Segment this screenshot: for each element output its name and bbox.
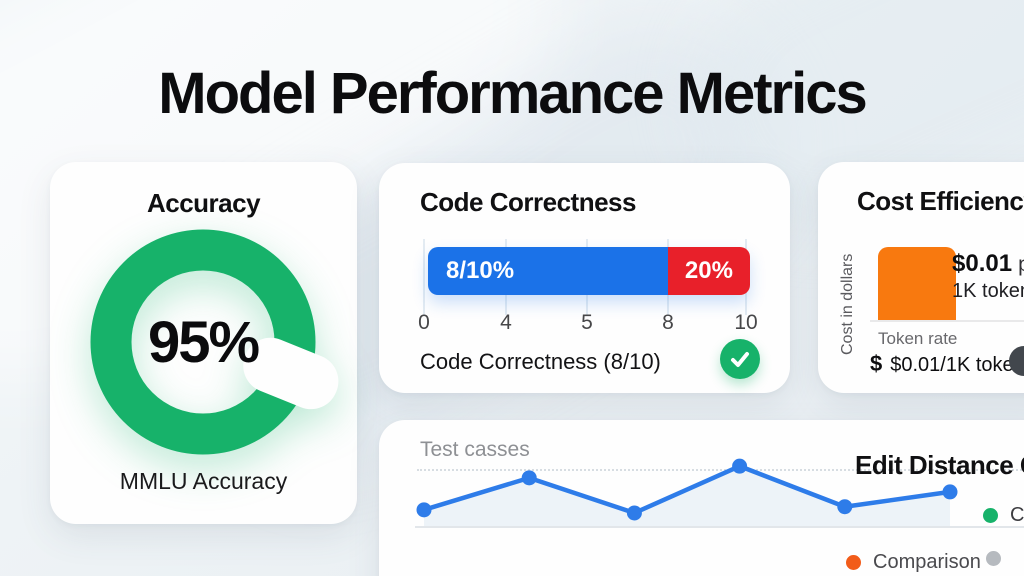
- token-rate-label: Token rate: [878, 329, 958, 348]
- cost-rate-line: $0.01 per: [952, 250, 1024, 278]
- line-data-point: [942, 484, 958, 500]
- x-tick: 5: [581, 311, 593, 334]
- cost-rate-unit: 1K token: [952, 280, 1024, 302]
- x-tick: 4: [500, 311, 512, 334]
- legend-item: Comparison: [846, 551, 981, 574]
- legend-dot-gray: [986, 551, 1001, 566]
- dotted-gridline: [417, 469, 1024, 471]
- line-chart-svg: [415, 458, 1024, 528]
- edit-distance-title: Edit Distance Co: [855, 450, 1024, 480]
- bar-segment-label: 20%: [684, 257, 733, 284]
- cost-card-title: Cost Efficiency: [857, 186, 1024, 216]
- line-data-point: [837, 499, 853, 515]
- donut-ring-svg: [90, 229, 339, 455]
- legend-label: C: [1010, 504, 1024, 526]
- checkmark-glyph: [731, 352, 749, 367]
- legend-item: C: [983, 504, 1024, 527]
- token-rate-value-row: $ $0.01/1K token: [870, 351, 1024, 377]
- legend-label: Comparison: [873, 551, 981, 573]
- cost-rate-suffix: per: [1018, 253, 1024, 276]
- gridline: [423, 239, 425, 315]
- accuracy-card-title: Accuracy: [146, 188, 261, 218]
- bar-segment-passed: 8/10%: [428, 247, 668, 295]
- cost-baseline: [870, 320, 1024, 322]
- line-data-point: [626, 505, 642, 521]
- legend-item: [986, 551, 1013, 566]
- code-correctness-card: Code Correctness 8/10% 20% 0 4 5 8 10 Co…: [379, 163, 790, 393]
- legend-dot-orange: [846, 555, 861, 570]
- x-tick: 10: [734, 311, 758, 334]
- donut-gap-pill: [243, 337, 339, 410]
- token-rate-value: $0.01/1K token: [890, 354, 1024, 376]
- donut-ring: [90, 229, 316, 455]
- cost-rate-value: $0.01: [952, 250, 1013, 277]
- cost-bar: [878, 247, 956, 320]
- accuracy-caption: MMLU Accuracy: [119, 468, 288, 494]
- x-tick: 8: [662, 311, 674, 334]
- code-card-title: Code Correctness: [420, 187, 636, 217]
- x-tick: 0: [418, 311, 430, 334]
- check-icon: [720, 339, 760, 379]
- dark-circle-icon: [1009, 346, 1024, 376]
- cost-y-axis-label: Cost in dollars: [839, 253, 856, 355]
- line-data-point: [416, 502, 432, 518]
- bar-segment-failed: 20%: [667, 247, 750, 295]
- accuracy-card: Accuracy 95% MMLU Accuracy: [50, 162, 357, 524]
- cost-efficiency-card: Cost Efficiency Cost in dollars $0.01 per…: [818, 162, 1024, 393]
- code-correctness-stacked-bar: 8/10% 20%: [428, 247, 750, 295]
- code-caption: Code Correctness (8/10): [420, 349, 661, 374]
- accuracy-donut-chart: 95%: [87, 226, 339, 458]
- donut-center-value: 95%: [147, 309, 260, 375]
- bar-segment-label: 8/10%: [446, 257, 515, 284]
- dollar-icon: $: [870, 351, 883, 376]
- edit-distance-card: Test casses Edit Distance Co C Compariso…: [379, 420, 1024, 576]
- line-data-point: [732, 458, 748, 474]
- page-title: Model Performance Metrics: [158, 61, 867, 126]
- test-cases-label: Test casses: [420, 438, 530, 461]
- line-data-point: [521, 470, 537, 486]
- legend-dot-green: [983, 508, 998, 523]
